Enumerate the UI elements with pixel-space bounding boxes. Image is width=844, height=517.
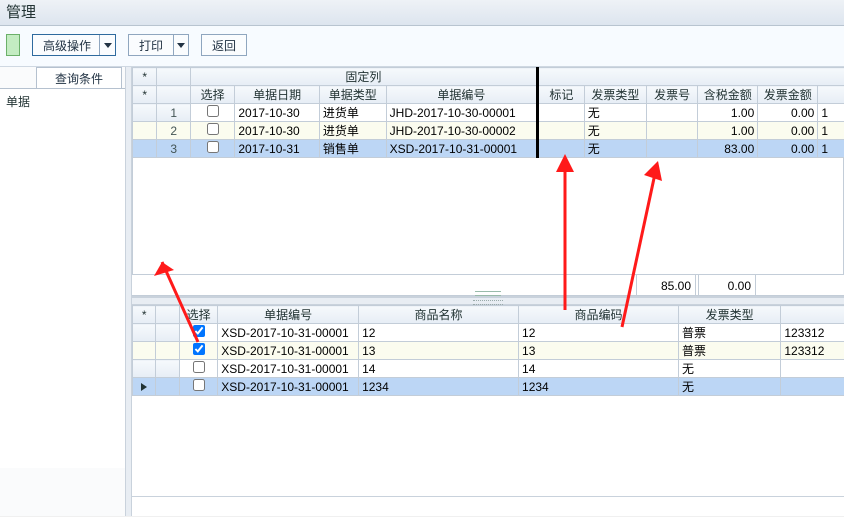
title-text: 管理 xyxy=(6,4,36,21)
col-amt-inv[interactable]: 发票金额 xyxy=(758,86,818,104)
col-amt-tax[interactable]: 含税金额 xyxy=(698,86,758,104)
col-mark[interactable]: 标记 xyxy=(538,86,585,104)
back-button-label: 返回 xyxy=(212,37,236,54)
frozen-header: 固定列 xyxy=(190,68,537,86)
row-checkbox[interactable] xyxy=(207,123,219,135)
col-goods-code[interactable]: 商品编码 xyxy=(519,306,679,324)
toolbar: 高级操作 打印 返回 xyxy=(0,26,844,67)
row-checkbox[interactable] xyxy=(207,141,219,153)
col-inv-no[interactable]: 发票号 xyxy=(781,306,844,324)
rownum-header xyxy=(157,68,190,86)
row-checkbox[interactable] xyxy=(207,105,219,117)
horizontal-splitter[interactable] xyxy=(132,297,844,305)
row-pointer-icon xyxy=(141,383,147,391)
corner-cell: * xyxy=(133,68,157,86)
table-row[interactable]: XSD-2017-10-31-00001 13 13 普票 123312 xyxy=(133,342,844,360)
window-title: 管理 xyxy=(0,0,844,26)
table-row[interactable]: 1 2017-10-30 进货单 JHD-2017-10-30-00001 无 … xyxy=(133,104,844,122)
row-number: 2 xyxy=(157,122,190,140)
col-select[interactable]: 选择 xyxy=(179,306,217,324)
row-number: 1 xyxy=(157,104,190,122)
col-inv-type[interactable]: 发票类型 xyxy=(678,306,780,324)
sidebar-tab-query[interactable]: 查询条件 xyxy=(36,67,122,89)
col-code[interactable]: 单据编号 xyxy=(218,306,359,324)
table-row[interactable]: 2 2017-10-30 进货单 JHD-2017-10-30-00002 无 … xyxy=(133,122,844,140)
top-grid: * 固定列 * 选择 单据日期 单据类型 单据编号 标记 发票类型 发票号 含税… xyxy=(132,67,844,297)
col-inv-type[interactable]: 发票类型 xyxy=(584,86,646,104)
print-dropdown[interactable] xyxy=(173,34,189,56)
new-button[interactable] xyxy=(6,34,20,56)
chevron-down-icon[interactable] xyxy=(99,35,115,55)
print-button-label: 打印 xyxy=(139,37,163,54)
table-row[interactable]: XSD-2017-10-31-00001 1234 1234 无 xyxy=(133,378,844,396)
col-type[interactable]: 单据类型 xyxy=(319,86,386,104)
row-checkbox[interactable] xyxy=(193,343,205,355)
summary-amt-tax: 85.00 xyxy=(636,275,696,295)
advanced-button[interactable]: 高级操作 xyxy=(32,34,116,56)
top-grid-summary: 85.00 0.00 xyxy=(132,274,844,296)
table-row[interactable]: 3 2017-10-31 销售单 XSD-2017-10-31-00001 无 … xyxy=(133,140,844,158)
col-select[interactable]: 选择 xyxy=(190,86,235,104)
sidebar-item[interactable]: 单据 xyxy=(6,95,30,109)
col-goods-name[interactable]: 商品名称 xyxy=(359,306,519,324)
table-row[interactable]: XSD-2017-10-31-00001 14 14 无 xyxy=(133,360,844,378)
summary-amt-inv: 0.00 xyxy=(698,275,756,295)
advanced-button-label: 高级操作 xyxy=(43,37,99,54)
row-checkbox[interactable] xyxy=(193,379,205,391)
back-button[interactable]: 返回 xyxy=(201,34,247,56)
row-checkbox[interactable] xyxy=(193,361,205,373)
col-date[interactable]: 单据日期 xyxy=(235,86,320,104)
bottom-grid: * 选择 单据编号 商品名称 商品编码 发票类型 发票号 XSD-2017-10… xyxy=(132,305,844,497)
col-partner[interactable]: 往来单位 xyxy=(818,86,844,104)
row-checkbox[interactable] xyxy=(193,325,205,337)
table-row[interactable]: XSD-2017-10-31-00001 12 12 普票 123312 xyxy=(133,324,844,342)
col-inv-no[interactable]: 发票号 xyxy=(647,86,698,104)
sidebar: 查询条件 单据 xyxy=(0,67,126,516)
row-number: 3 xyxy=(157,140,190,158)
col-code[interactable]: 单据编号 xyxy=(386,86,537,104)
sidebar-panel: 单据 xyxy=(0,88,125,468)
print-button[interactable]: 打印 xyxy=(128,34,174,56)
chevron-down-icon xyxy=(177,43,185,48)
